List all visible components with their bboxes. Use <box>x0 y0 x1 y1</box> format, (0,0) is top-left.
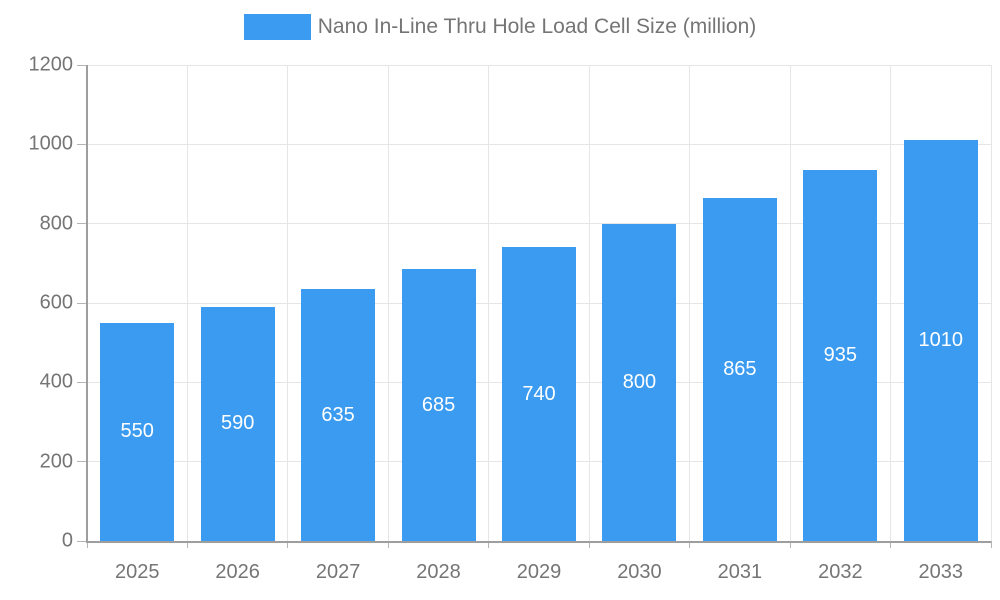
y-gridline <box>87 64 991 66</box>
x-axis-tick <box>789 541 791 548</box>
y-axis-tick <box>77 381 87 383</box>
bar-value-label: 1010 <box>918 329 964 352</box>
x-gridline <box>387 65 389 541</box>
y-axis-tick <box>77 461 87 463</box>
bar-2033[interactable]: 1010 <box>903 140 978 541</box>
x-axis-label: 2028 <box>416 561 461 583</box>
x-gridline <box>890 65 892 541</box>
x-axis-tick <box>488 541 490 548</box>
y-axis-tick <box>77 302 87 304</box>
y-axis-label: 200 <box>39 450 73 473</box>
x-axis-label: 2029 <box>516 561 562 583</box>
bar-value-label: 740 <box>522 382 556 405</box>
x-axis-tick <box>890 541 892 548</box>
y-axis-label: 1200 <box>28 53 74 76</box>
x-gridline <box>287 65 289 541</box>
bar-value-label: 635 <box>321 403 355 426</box>
x-axis-tick <box>186 541 188 548</box>
y-gridline <box>87 223 991 225</box>
y-axis-label: 800 <box>39 212 73 235</box>
legend[interactable]: Nano In-Line Thru Hole Load Cell Size (m… <box>0 14 1000 40</box>
bar-2030[interactable]: 800 <box>602 223 677 541</box>
bar-value-label: 865 <box>723 357 757 380</box>
x-gridline <box>689 65 691 541</box>
x-gridline <box>588 65 590 541</box>
x-axis-tick <box>990 541 992 548</box>
x-axis-label: 2026 <box>215 561 260 583</box>
bar-2027[interactable]: 635 <box>301 289 376 541</box>
bar-2028[interactable]: 685 <box>401 269 476 541</box>
bar-value-label: 800 <box>622 370 657 393</box>
bar-2029[interactable]: 740 <box>502 247 576 541</box>
x-gridline <box>186 65 188 541</box>
y-axis-tick <box>77 143 87 145</box>
bar-value-label: 935 <box>823 344 858 367</box>
x-axis-label: 2030 <box>617 561 662 583</box>
y-axis-label: 600 <box>39 291 73 314</box>
x-axis-label: 2031 <box>717 561 763 583</box>
y-gridline <box>87 143 991 145</box>
x-gridline <box>990 65 992 541</box>
y-axis-label: 1000 <box>28 132 74 155</box>
x-axis-label: 2025 <box>114 561 160 583</box>
x-axis-label: 2032 <box>818 561 863 583</box>
y-axis-tick <box>77 223 87 225</box>
bar-2026[interactable]: 590 <box>200 306 275 541</box>
x-axis-label: 2033 <box>918 561 964 583</box>
bar-value-label: 685 <box>421 393 456 416</box>
x-axis-tick <box>588 541 590 548</box>
x-axis-tick <box>387 541 389 548</box>
y-axis-label: 400 <box>39 370 73 393</box>
y-axis-line <box>86 65 88 542</box>
bar-2025[interactable]: 550 <box>100 322 175 541</box>
bar-2032[interactable]: 935 <box>803 170 878 541</box>
x-axis-tick <box>86 541 88 548</box>
x-axis-line <box>86 540 991 543</box>
x-axis-tick <box>287 541 289 548</box>
x-axis-tick <box>689 541 691 548</box>
bar-value-label: 590 <box>220 412 255 435</box>
legend-label: Nano In-Line Thru Hole Load Cell Size (m… <box>317 15 757 38</box>
y-axis-tick <box>77 64 87 66</box>
y-axis-tick <box>77 540 87 542</box>
x-gridline <box>789 65 791 541</box>
legend-swatch <box>243 14 311 40</box>
x-axis-label: 2027 <box>315 561 361 583</box>
bar-2031[interactable]: 865 <box>702 197 777 541</box>
bar-value-label: 550 <box>120 420 154 443</box>
y-axis-label: 0 <box>61 529 73 552</box>
x-gridline <box>488 65 490 541</box>
